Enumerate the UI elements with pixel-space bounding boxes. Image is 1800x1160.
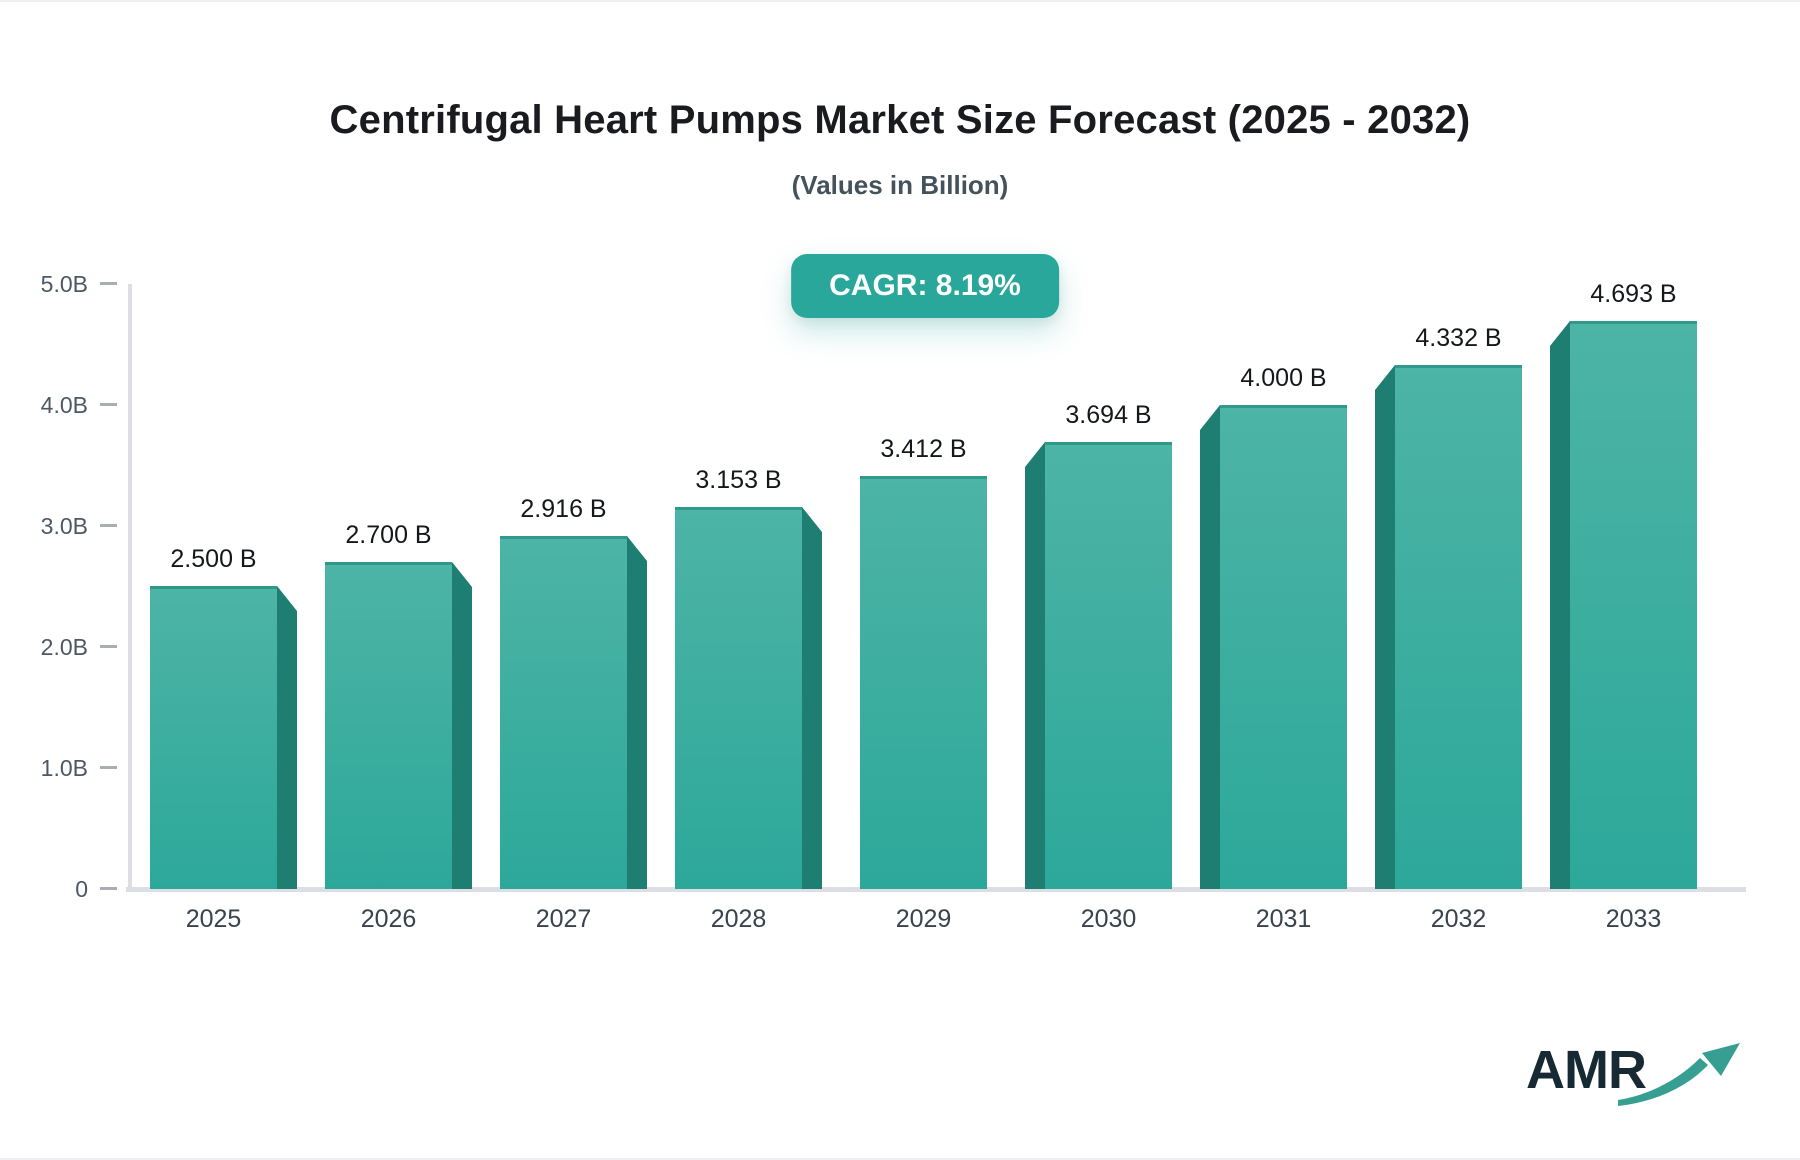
y-axis-tick-mark [100,403,117,406]
bar-side-2031 [1200,405,1220,889]
bar-value-label: 4.693 B [1590,280,1677,308]
y-axis-tick-mark [100,887,117,890]
y-axis-tick-label: 4.0B [40,392,88,418]
bar-side-2026 [452,562,472,889]
y-axis-tick-mark [100,524,117,527]
bar-value-label: 3.153 B [695,466,782,494]
bar-side-2027 [627,536,647,889]
y-axis-tick-mark [100,282,117,285]
bar-2028 [675,507,802,889]
bar-side-2028 [802,507,822,889]
y-axis-tick-label: 5.0B [40,271,88,297]
x-axis-label: 2029 [895,905,952,933]
x-axis-label: 2031 [1255,905,1312,933]
y-axis-tick-label: 2.0B [40,634,88,660]
x-axis-label: 2028 [710,905,767,933]
growth-arrow-icon [1618,1043,1740,1106]
bar-value-label: 3.694 B [1065,401,1152,429]
y-axis-tick-mark [100,645,117,648]
y-axis-tick-label: 3.0B [40,513,88,539]
bar-side-2033 [1550,321,1570,889]
x-axis-label: 2025 [185,905,242,933]
bar-value-label: 4.000 B [1240,364,1327,392]
bar-side-2030 [1025,442,1045,889]
y-axis-tick-label: 0 [75,876,88,902]
amr-logo: AMR [1526,1038,1746,1118]
chart-subtitle: (Values in Billion) [791,170,1009,200]
bar-value-label: 4.332 B [1415,324,1502,352]
amr-logo-text: AMR [1526,1040,1647,1100]
bar-2031 [1220,405,1347,889]
bar-value-label: 2.700 B [345,521,432,549]
bar-side-2025 [277,586,297,889]
bar-2029 [860,476,987,889]
bar-2026 [325,562,452,889]
bar-value-label: 3.412 B [880,435,967,463]
bar-2030 [1045,442,1172,889]
x-axis-label: 2032 [1430,905,1487,933]
x-axis-label: 2026 [360,905,417,933]
bar-2025 [150,586,277,889]
x-axis-label: 2030 [1080,905,1137,933]
bar-value-label: 2.500 B [170,545,257,573]
x-axis-label: 2033 [1605,905,1662,933]
bar-2027 [500,536,627,889]
y-axis-tick-label: 1.0B [40,755,88,781]
cagr-badge-label: CAGR: 8.19% [829,269,1021,302]
y-axis-tick-mark [100,766,117,769]
chart-title: Centrifugal Heart Pumps Market Size Fore… [329,98,1471,142]
y-axis-line [128,284,132,892]
cagr-badge: CAGR: 8.19% [791,254,1059,318]
bar-2033 [1570,321,1697,889]
x-axis-baseline [126,887,1746,892]
bar-2032 [1395,365,1522,889]
bar-side-2032 [1375,365,1395,889]
x-axis-label: 2027 [535,905,592,933]
bar-value-label: 2.916 B [520,495,607,523]
